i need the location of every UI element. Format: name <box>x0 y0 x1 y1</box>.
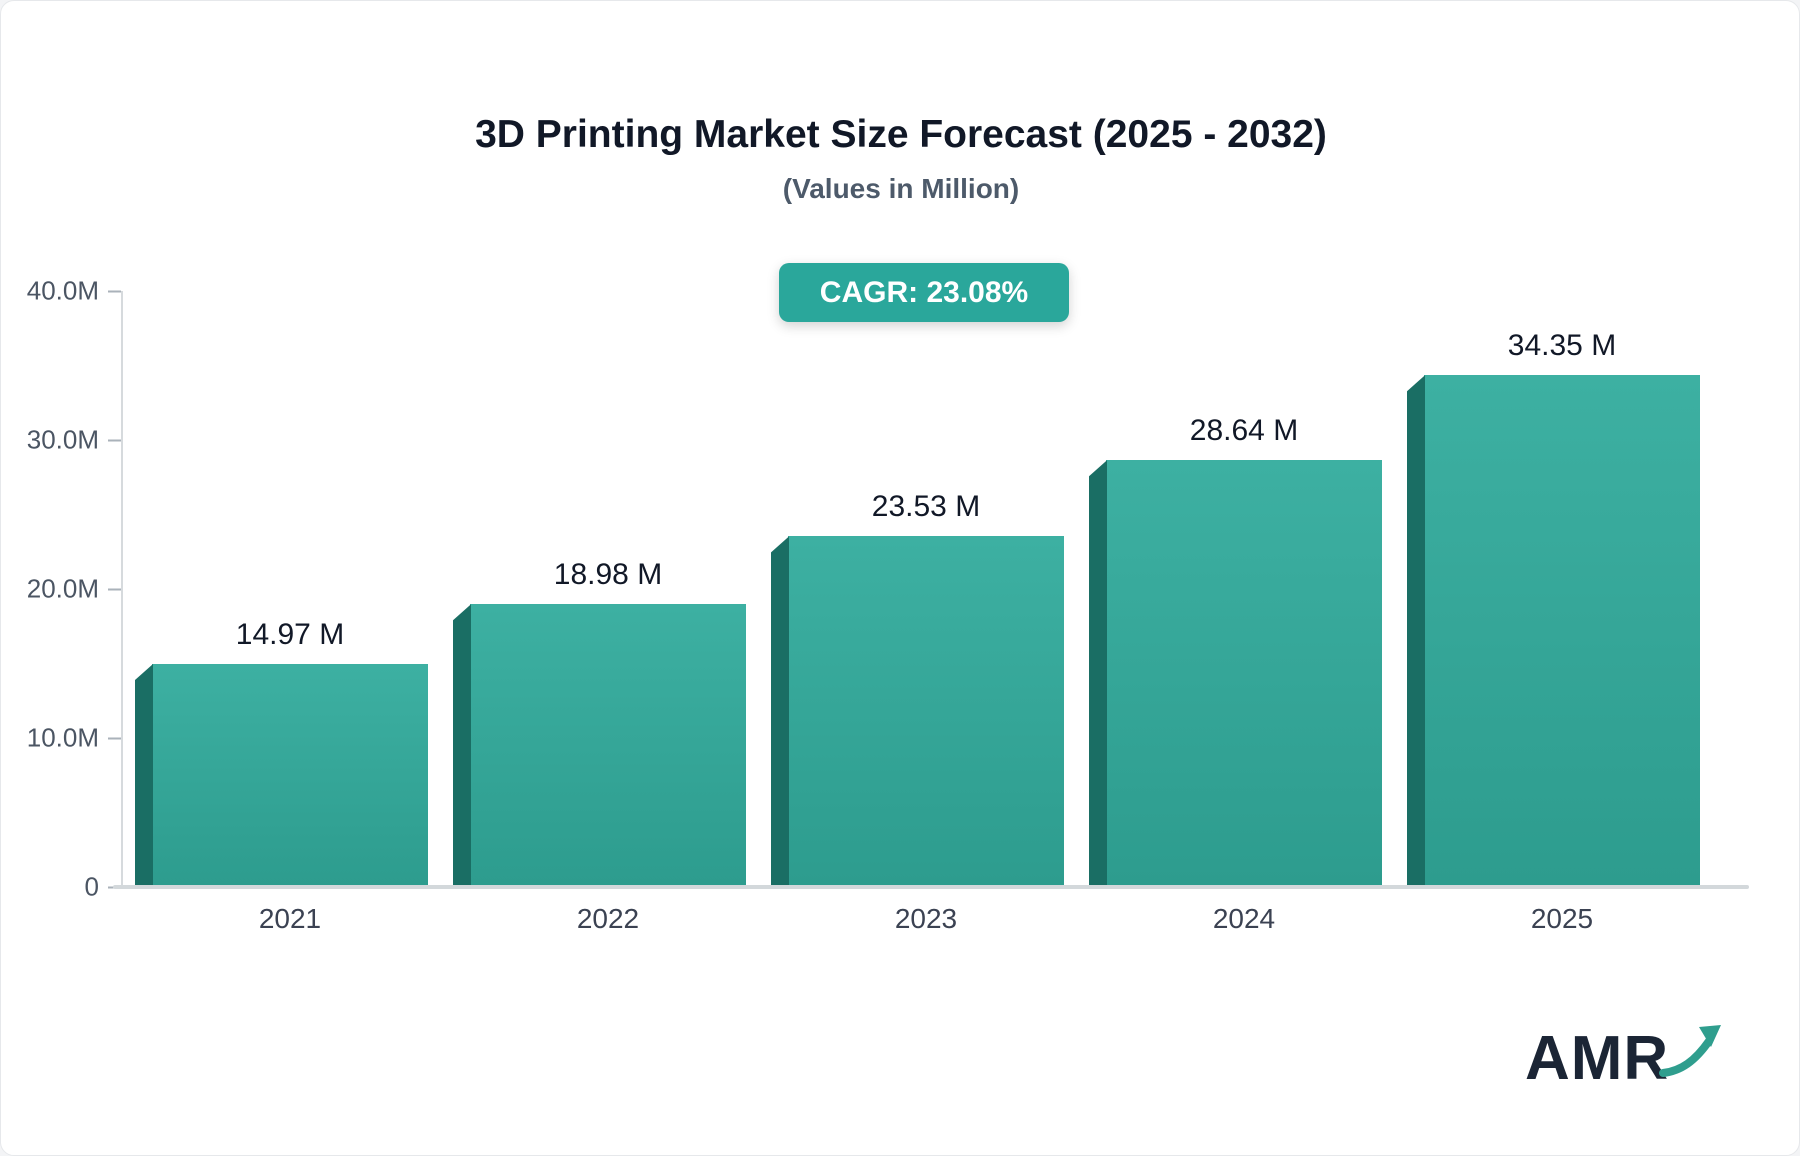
plot-area: 14.97 M 2021 18.98 M 2022 23.53 M 2023 28.64 M… <box>131 291 1721 934</box>
x-axis-label: 2024 <box>1212 903 1276 934</box>
bar-group: 23.53 M 2023 <box>767 291 1085 934</box>
amr-logo-text: AMR <box>1525 1024 1670 1093</box>
y-tick-label: 40.0M <box>26 275 99 306</box>
bar: 18.98 M <box>470 558 746 887</box>
x-axis-label: 2022 <box>576 903 640 934</box>
bar-value-label: 23.53 M <box>871 490 981 524</box>
y-tick: 0 <box>1 872 121 903</box>
bar-value-label: 28.64 M <box>1189 414 1299 448</box>
bar-group: 28.64 M 2024 <box>1085 291 1403 934</box>
bar-value-label: 34.35 M <box>1507 329 1617 363</box>
bar-value-label: 14.97 M <box>235 617 345 651</box>
x-axis-label: 2021 <box>258 903 322 934</box>
chart-subtitle: (Values in Million) <box>782 173 1020 204</box>
y-tick-dash <box>108 290 121 292</box>
growth-arrow-icon <box>1659 1024 1722 1077</box>
cagr-badge-label: CAGR: 23.08% <box>819 275 1029 309</box>
x-axis-label: 2023 <box>894 903 958 934</box>
y-tick-dash <box>108 439 121 441</box>
y-tick-label: 20.0M <box>26 573 99 604</box>
y-tick-dash <box>108 737 121 739</box>
bar: 34.35 M <box>1424 329 1700 887</box>
amr-logo: AMR <box>1525 1023 1722 1094</box>
y-tick-label: 0 <box>84 871 99 902</box>
x-axis-line <box>113 885 1749 889</box>
chart-title: 3D Printing Market Size Forecast (2025 -… <box>475 113 1327 156</box>
bar-group: 14.97 M 2021 <box>131 291 449 934</box>
y-axis-line <box>121 291 123 889</box>
y-tick-dash <box>108 588 121 590</box>
y-tick-label: 10.0M <box>26 722 99 753</box>
y-axis: 0 10.0M 20.0M 30.0M 40.0M <box>1 276 121 902</box>
bar: 23.53 M <box>788 490 1064 887</box>
y-tick: 20.0M <box>1 574 121 605</box>
bar: 28.64 M <box>1106 414 1382 887</box>
bar-group: 18.98 M 2022 <box>449 291 767 934</box>
bar-value-label: 18.98 M <box>553 558 663 592</box>
y-tick: 30.0M <box>1 425 121 456</box>
y-tick: 40.0M <box>1 276 121 307</box>
bar-group: 34.35 M 2025 <box>1403 291 1721 934</box>
y-tick-label: 30.0M <box>26 424 99 455</box>
x-axis-label: 2025 <box>1530 903 1594 934</box>
y-tick: 10.0M <box>1 723 121 754</box>
cagr-badge: CAGR: 23.08% <box>779 263 1069 322</box>
bar: 14.97 M <box>152 618 428 887</box>
